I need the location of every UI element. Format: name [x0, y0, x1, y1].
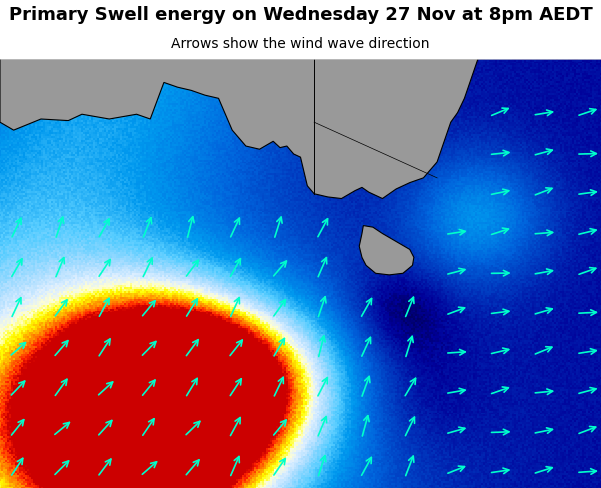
Polygon shape — [0, 51, 485, 199]
Text: Primary Swell energy on Wednesday 27 Nov at 8pm AEDT: Primary Swell energy on Wednesday 27 Nov… — [8, 6, 593, 23]
Polygon shape — [359, 225, 414, 275]
Text: Arrows show the wind wave direction: Arrows show the wind wave direction — [171, 37, 430, 51]
